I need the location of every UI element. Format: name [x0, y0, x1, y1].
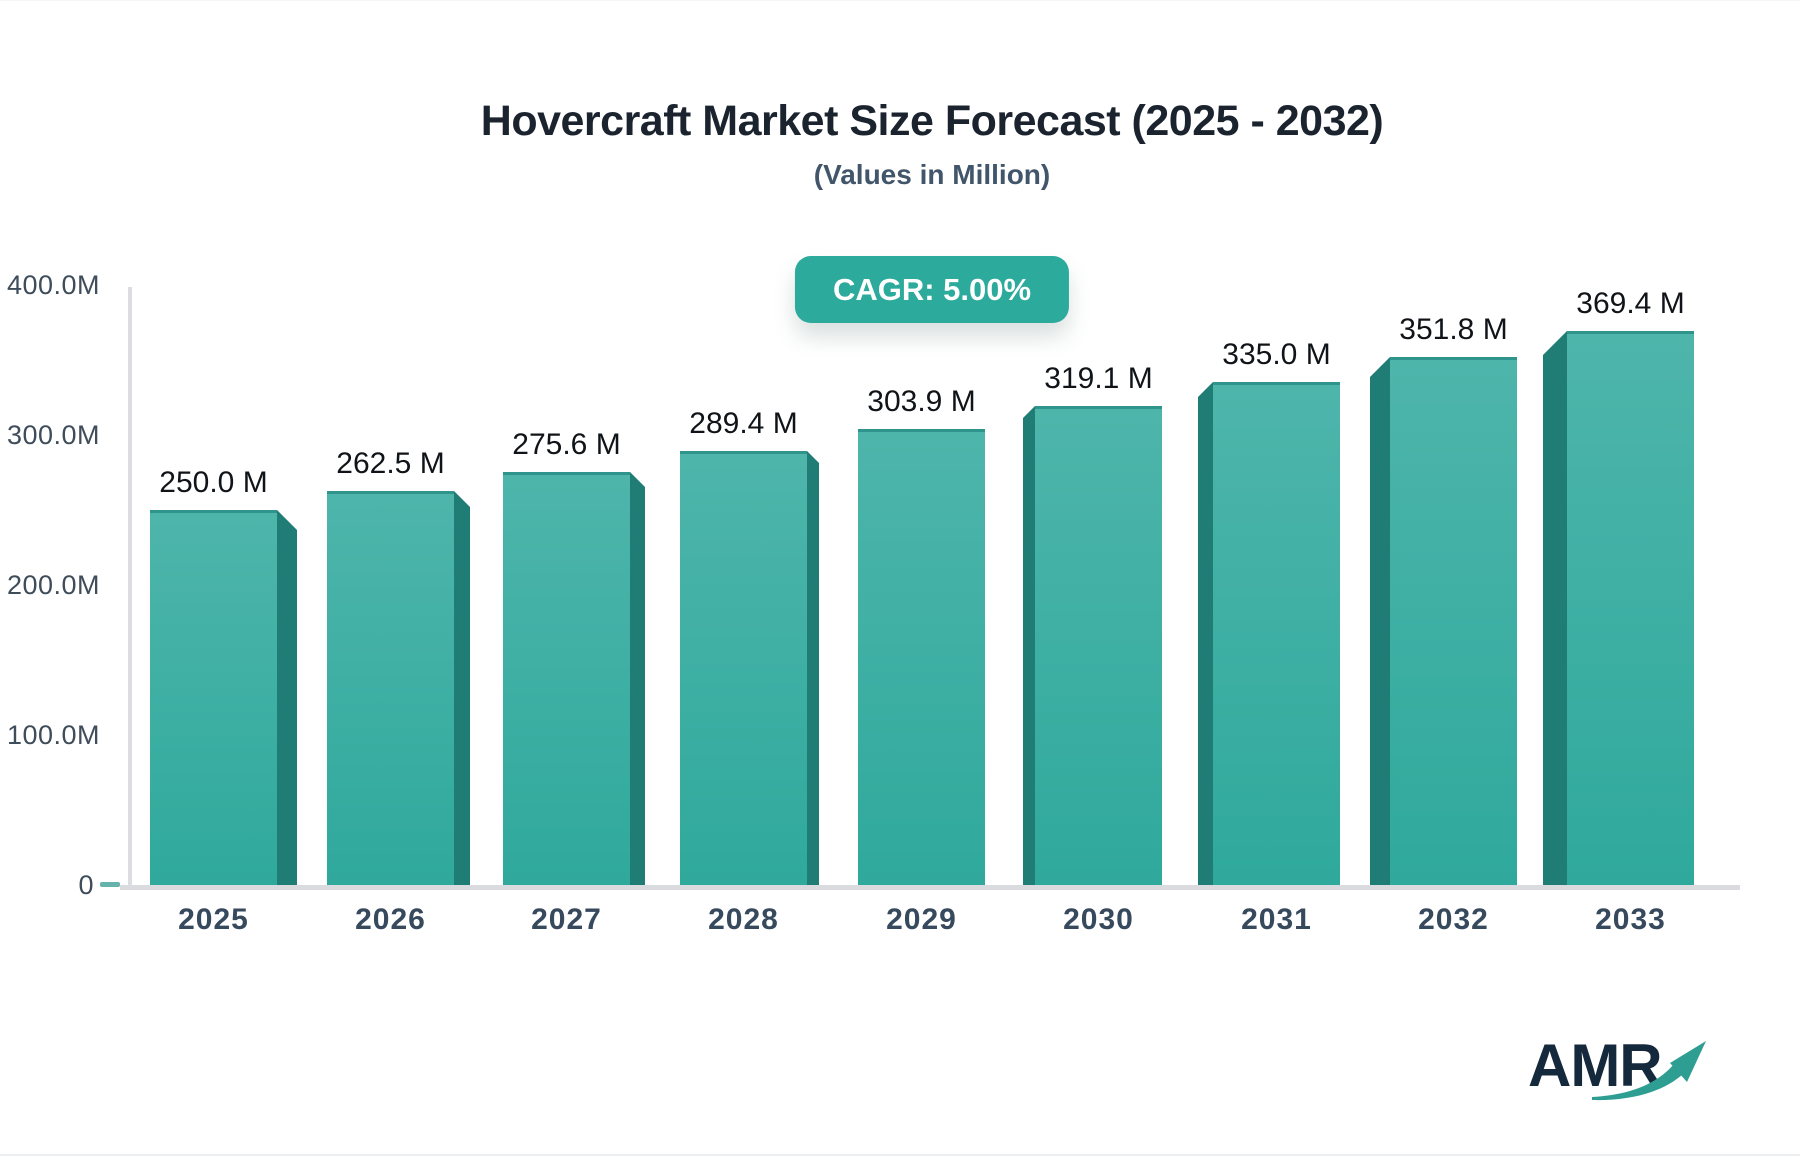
bar-value-label: 351.8 M [1399, 313, 1508, 346]
bar-value-label: 275.6 M [512, 428, 621, 461]
bar-3d-side [1023, 406, 1035, 885]
bar-value-label: 262.5 M [336, 447, 445, 480]
bar-3d-side [1198, 382, 1213, 885]
x-axis-line [120, 885, 1740, 890]
cagr-badge: CAGR: 5.00% [794, 256, 1070, 323]
logo-growth-arrow-icon [1592, 1041, 1706, 1101]
y-axis-tick-label: 100.0M [6, 720, 100, 750]
x-axis-tick-label: 2029 [886, 903, 957, 936]
bar-3d-side [454, 491, 470, 885]
x-axis-tick-label: 2033 [1595, 903, 1666, 936]
y-axis-line [128, 287, 132, 886]
bar-3d-side [1370, 357, 1390, 885]
y-axis-tick-label: 300.0M [6, 420, 100, 450]
x-axis-tick-label: 2026 [355, 903, 426, 936]
bar-2031[interactable] [1213, 382, 1340, 885]
bar-2032[interactable] [1390, 357, 1517, 885]
bar-3d-side [630, 472, 645, 885]
y-axis-tick-label: 200.0M [6, 570, 100, 600]
bar-2028[interactable] [680, 451, 807, 885]
x-axis-tick-label: 2030 [1063, 903, 1134, 936]
bar-2026[interactable] [327, 491, 454, 885]
bar-value-label: 335.0 M [1222, 338, 1331, 371]
x-axis-tick-label: 2031 [1241, 903, 1312, 936]
x-axis-tick-label: 2028 [708, 903, 779, 936]
chart-subtitle: (Values in Million) [813, 159, 1051, 190]
bar-3d-side [807, 451, 819, 885]
chart-title: Hovercraft Market Size Forecast (2025 - … [480, 97, 1384, 145]
bar-value-label: 250.0 M [159, 466, 268, 499]
bar-2027[interactable] [503, 472, 630, 885]
bar-2029[interactable] [858, 429, 985, 885]
y-axis-tick-label: 0 [78, 870, 94, 900]
bar-2030[interactable] [1035, 406, 1162, 885]
y-axis-tick-label: 400.0M [6, 270, 100, 300]
bar-value-label: 319.1 M [1044, 362, 1153, 395]
zero-tick-dash [100, 882, 120, 887]
x-axis-tick-label: 2027 [531, 903, 602, 936]
bar-2033[interactable] [1567, 331, 1694, 885]
bar-value-label: 289.4 M [689, 407, 798, 440]
bar-3d-side [277, 510, 297, 885]
bar-value-label: 369.4 M [1576, 287, 1685, 320]
amr-logo: AMR [1528, 1031, 1728, 1111]
x-axis-tick-label: 2025 [178, 903, 249, 936]
bar-3d-side [1543, 331, 1567, 885]
bar-value-label: 303.9 M [867, 385, 976, 418]
x-axis-tick-label: 2032 [1418, 903, 1489, 936]
bar-2025[interactable] [150, 510, 277, 885]
